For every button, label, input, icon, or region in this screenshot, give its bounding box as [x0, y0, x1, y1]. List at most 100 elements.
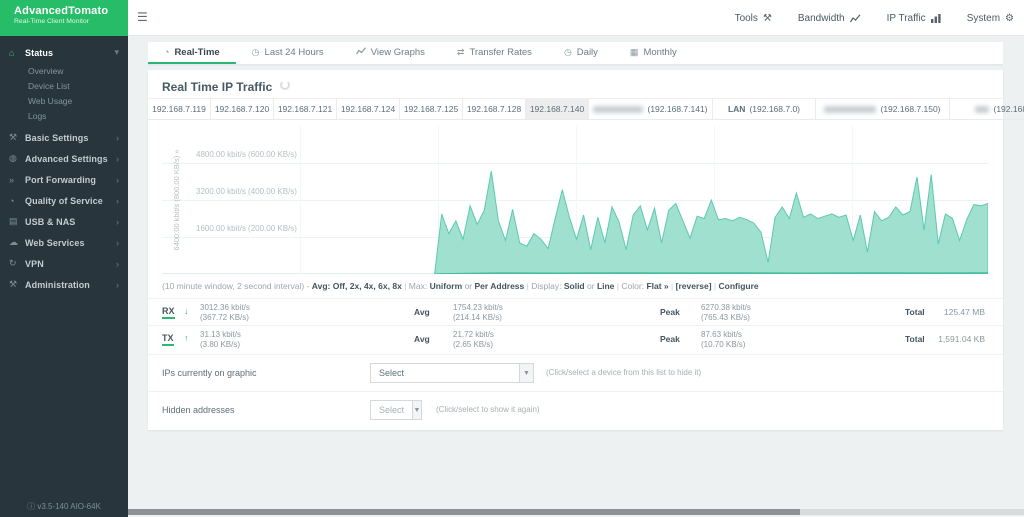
sidebar-item-overview[interactable]: Overview — [0, 63, 128, 78]
tx-link[interactable]: TX — [162, 333, 174, 346]
vpn-icon: ↻ — [9, 258, 25, 269]
sidebar-item-web-services[interactable]: ☁ Web Services › — [0, 232, 128, 253]
chart-controls: (10 minute window, 2 second interval) - … — [162, 281, 759, 291]
graphic-form: IPs currently on graphic Select ▼ (Click… — [148, 354, 1003, 428]
traffic-panel: Real Time IP Traffic 192.168.7.119 192.1… — [148, 70, 1003, 430]
configure-link[interactable]: Configure — [719, 281, 759, 291]
chevron-right-icon: › — [116, 238, 119, 248]
ip-tab-125[interactable]: 192.168.7.125 — [400, 99, 463, 119]
admin-wrench-icon: ⚒ — [9, 279, 25, 290]
line-chart-icon — [356, 47, 366, 57]
rx-total: 125.47 MB — [944, 307, 985, 317]
reverse-link[interactable]: [reverse] — [676, 281, 712, 291]
topnav-tools[interactable]: Tools ⚒ — [735, 13, 772, 24]
sidebar-item-administration[interactable]: ⚒ Administration › — [0, 274, 128, 295]
traffic-stats: RX ↓ 3012.36 kbit/s(367.72 KB/s) Avg 175… — [148, 298, 1003, 352]
avg-8x-link[interactable]: 8x — [392, 281, 401, 291]
tools-icon: ⚒ — [763, 13, 772, 24]
display-solid-link[interactable]: Solid — [564, 281, 585, 291]
tab-last-24-hours[interactable]: ◷ Last 24 Hours — [236, 42, 340, 64]
ip-tab-120[interactable]: 192.168.7.120 — [211, 99, 274, 119]
sidebar-item-port-forwarding[interactable]: » Port Forwarding › — [0, 169, 128, 190]
rx-peak: 6270.38 kbit/s(765.43 KB/s) — [701, 303, 751, 323]
max-per-address-link[interactable]: Per Address — [475, 281, 525, 291]
ip-tab-140[interactable]: 192.168.7.140 — [526, 99, 589, 119]
ytick-4800: 4800.00 kbit/s (600.00 KB/s) — [196, 150, 297, 159]
wrench-icon: ⚒ — [9, 132, 25, 143]
sidebar-item-usb-nas[interactable]: ▤ USB & NAS › — [0, 211, 128, 232]
menu-icon[interactable]: ☰ — [137, 10, 148, 24]
tab-monthly[interactable]: ▦ Monthly — [614, 42, 693, 64]
topnav-system[interactable]: System ⚙ — [967, 13, 1014, 24]
top-header: ☰ Tools ⚒ Bandwidth IP Traffic System ⚙ — [128, 0, 1024, 36]
select-arrow-icon: ▼ — [519, 364, 533, 382]
panel-title: Real Time IP Traffic — [162, 80, 272, 94]
clock-icon: ◷ — [252, 47, 260, 58]
ip-tab-128[interactable]: 192.168.7.128 — [463, 99, 526, 119]
redacted-hostname — [975, 106, 989, 113]
tab-transfer-rates[interactable]: ⇄ Transfer Rates — [441, 42, 548, 64]
display-line-link[interactable]: Line — [597, 281, 614, 291]
ip-tab-lan[interactable]: LAN (192.168.7.0) — [713, 99, 816, 119]
hidden-addresses-select[interactable]: Select ▼ — [370, 400, 422, 420]
color-flat-link[interactable]: Flat » — [646, 281, 668, 291]
select-arrow-icon: ▼ — [412, 401, 421, 419]
sidebar-item-web-usage[interactable]: Web Usage — [0, 93, 128, 108]
gauge-icon: ◔ — [9, 196, 25, 206]
window-note: (10 minute window, 2 second interval) - — [162, 281, 309, 291]
chevron-right-icon: › — [116, 259, 119, 269]
calendar-icon: ▦ — [630, 47, 639, 58]
forward-arrows-icon: » — [9, 175, 25, 185]
tab-real-time[interactable]: ◔ Real-Time — [148, 42, 236, 64]
sidebar-item-status[interactable]: ⌂ Status ▾ — [0, 42, 128, 63]
sidebar-item-logs[interactable]: Logs — [0, 108, 128, 123]
chevron-right-icon: › — [116, 196, 119, 206]
chevron-right-icon: › — [116, 133, 119, 143]
sidebar-item-quality-of-service[interactable]: ◔ Quality of Service › — [0, 190, 128, 211]
brand-name: AdvancedTomato — [14, 5, 128, 17]
chevron-right-icon: › — [116, 217, 119, 227]
chevron-right-icon: › — [116, 175, 119, 185]
y-axis-label: 6400.00 kbit/s (800.00 KB/s) » — [172, 126, 181, 274]
tab-daily[interactable]: ◷ Daily — [548, 42, 614, 64]
brand-logo[interactable]: AdvancedTomato Real-Time Client Monitor — [0, 0, 128, 36]
topnav-ip-traffic[interactable]: IP Traffic — [887, 13, 941, 24]
sidebar-item-basic-settings[interactable]: ⚒ Basic Settings › — [0, 127, 128, 148]
cloud-icon: ☁ — [9, 237, 25, 248]
sidebar-item-device-list[interactable]: Device List — [0, 78, 128, 93]
arrow-up-icon: ↑ — [184, 333, 189, 343]
ip-tab-119[interactable]: 192.168.7.119 — [148, 99, 211, 119]
line-chart-icon — [850, 14, 861, 23]
avg-4x-link[interactable]: 4x, — [364, 281, 376, 291]
tab-view-graphs[interactable]: View Graphs — [340, 42, 441, 64]
tx-avg: 21.72 kbit/s(2.65 KB/s) — [453, 330, 494, 350]
sidebar-item-vpn[interactable]: ↻ VPN › — [0, 253, 128, 274]
rx-link[interactable]: RX — [162, 306, 175, 319]
ip-tab-141[interactable]: (192.168.7.141) — [589, 99, 713, 119]
ytick-1600: 1600.00 kbit/s (200.00 KB/s) — [196, 224, 297, 233]
horizontal-scrollbar-track[interactable] — [128, 509, 1024, 515]
hidden-addresses-hint: (Click/select to show it again) — [436, 405, 540, 414]
ips-on-graphic-hint: (Click/select a device from this list to… — [546, 368, 701, 377]
horizontal-scrollbar-thumb[interactable] — [128, 509, 800, 515]
sidebar-item-advanced-settings[interactable]: ◍ Advanced Settings › — [0, 148, 128, 169]
ip-tab-124[interactable]: 192.168.7.124 — [337, 99, 400, 119]
topnav-bandwidth[interactable]: Bandwidth — [798, 13, 861, 24]
ip-tab-121[interactable]: 192.168.7.121 — [274, 99, 337, 119]
arrow-down-icon: ↓ — [184, 306, 189, 316]
avg-6x-link[interactable]: 6x, — [378, 281, 390, 291]
rx-current: 3012.36 kbit/s(367.72 KB/s) — [200, 303, 250, 323]
realtime-traffic-chart: 4800.00 kbit/s (600.00 KB/s) 3200.00 kbi… — [162, 126, 988, 274]
ip-tab-106[interactable]: (192.168.7.106) — [950, 99, 1024, 119]
avg-2x-link[interactable]: 2x, — [350, 281, 362, 291]
avg-off-link[interactable]: Off, — [333, 281, 348, 291]
ips-on-graphic-row: IPs currently on graphic Select ▼ (Click… — [148, 354, 1003, 391]
color-label: Color: — [621, 281, 644, 291]
chevron-right-icon: › — [116, 154, 119, 164]
avg-label: Avg: — [312, 281, 331, 291]
max-uniform-link[interactable]: Uniform — [430, 281, 463, 291]
firmware-version: ⓘ v3.5-140 AIO-64K — [0, 501, 128, 512]
ip-tab-150[interactable]: (192.168.7.150) — [816, 99, 950, 119]
ips-on-graphic-select[interactable]: Select ▼ — [370, 363, 534, 383]
redacted-hostname — [593, 106, 643, 113]
